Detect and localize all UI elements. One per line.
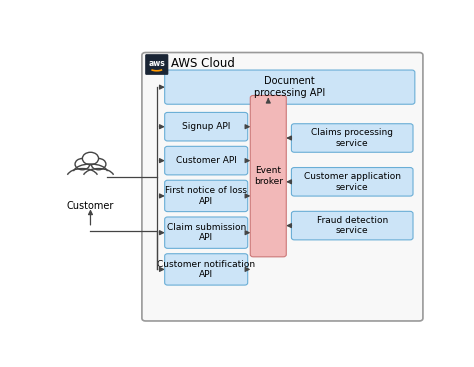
- Circle shape: [75, 159, 90, 170]
- FancyBboxPatch shape: [250, 95, 286, 257]
- FancyBboxPatch shape: [164, 70, 415, 104]
- Text: Customer API: Customer API: [176, 156, 237, 165]
- Circle shape: [91, 159, 106, 170]
- FancyBboxPatch shape: [142, 52, 423, 321]
- FancyBboxPatch shape: [164, 146, 248, 175]
- FancyBboxPatch shape: [292, 211, 413, 240]
- Text: Claims processing
service: Claims processing service: [311, 128, 393, 148]
- Text: Signup API: Signup API: [182, 122, 230, 131]
- FancyBboxPatch shape: [164, 217, 248, 248]
- Text: Fraud detection
service: Fraud detection service: [317, 216, 388, 235]
- FancyBboxPatch shape: [164, 180, 248, 212]
- FancyBboxPatch shape: [292, 167, 413, 196]
- Text: Event
broker: Event broker: [254, 167, 283, 186]
- FancyBboxPatch shape: [146, 54, 168, 75]
- FancyBboxPatch shape: [164, 254, 248, 285]
- Text: Customer application
service: Customer application service: [304, 172, 401, 192]
- Text: Customer notification
API: Customer notification API: [157, 260, 255, 279]
- FancyBboxPatch shape: [292, 124, 413, 152]
- Text: Claim submission
API: Claim submission API: [166, 223, 246, 242]
- Text: AWS Cloud: AWS Cloud: [171, 57, 235, 70]
- FancyBboxPatch shape: [164, 112, 248, 141]
- Text: First notice of loss
API: First notice of loss API: [165, 186, 247, 206]
- Text: Customer: Customer: [67, 201, 114, 211]
- Circle shape: [82, 152, 99, 165]
- Text: Document
processing API: Document processing API: [254, 76, 325, 98]
- Text: aws: aws: [148, 59, 165, 68]
